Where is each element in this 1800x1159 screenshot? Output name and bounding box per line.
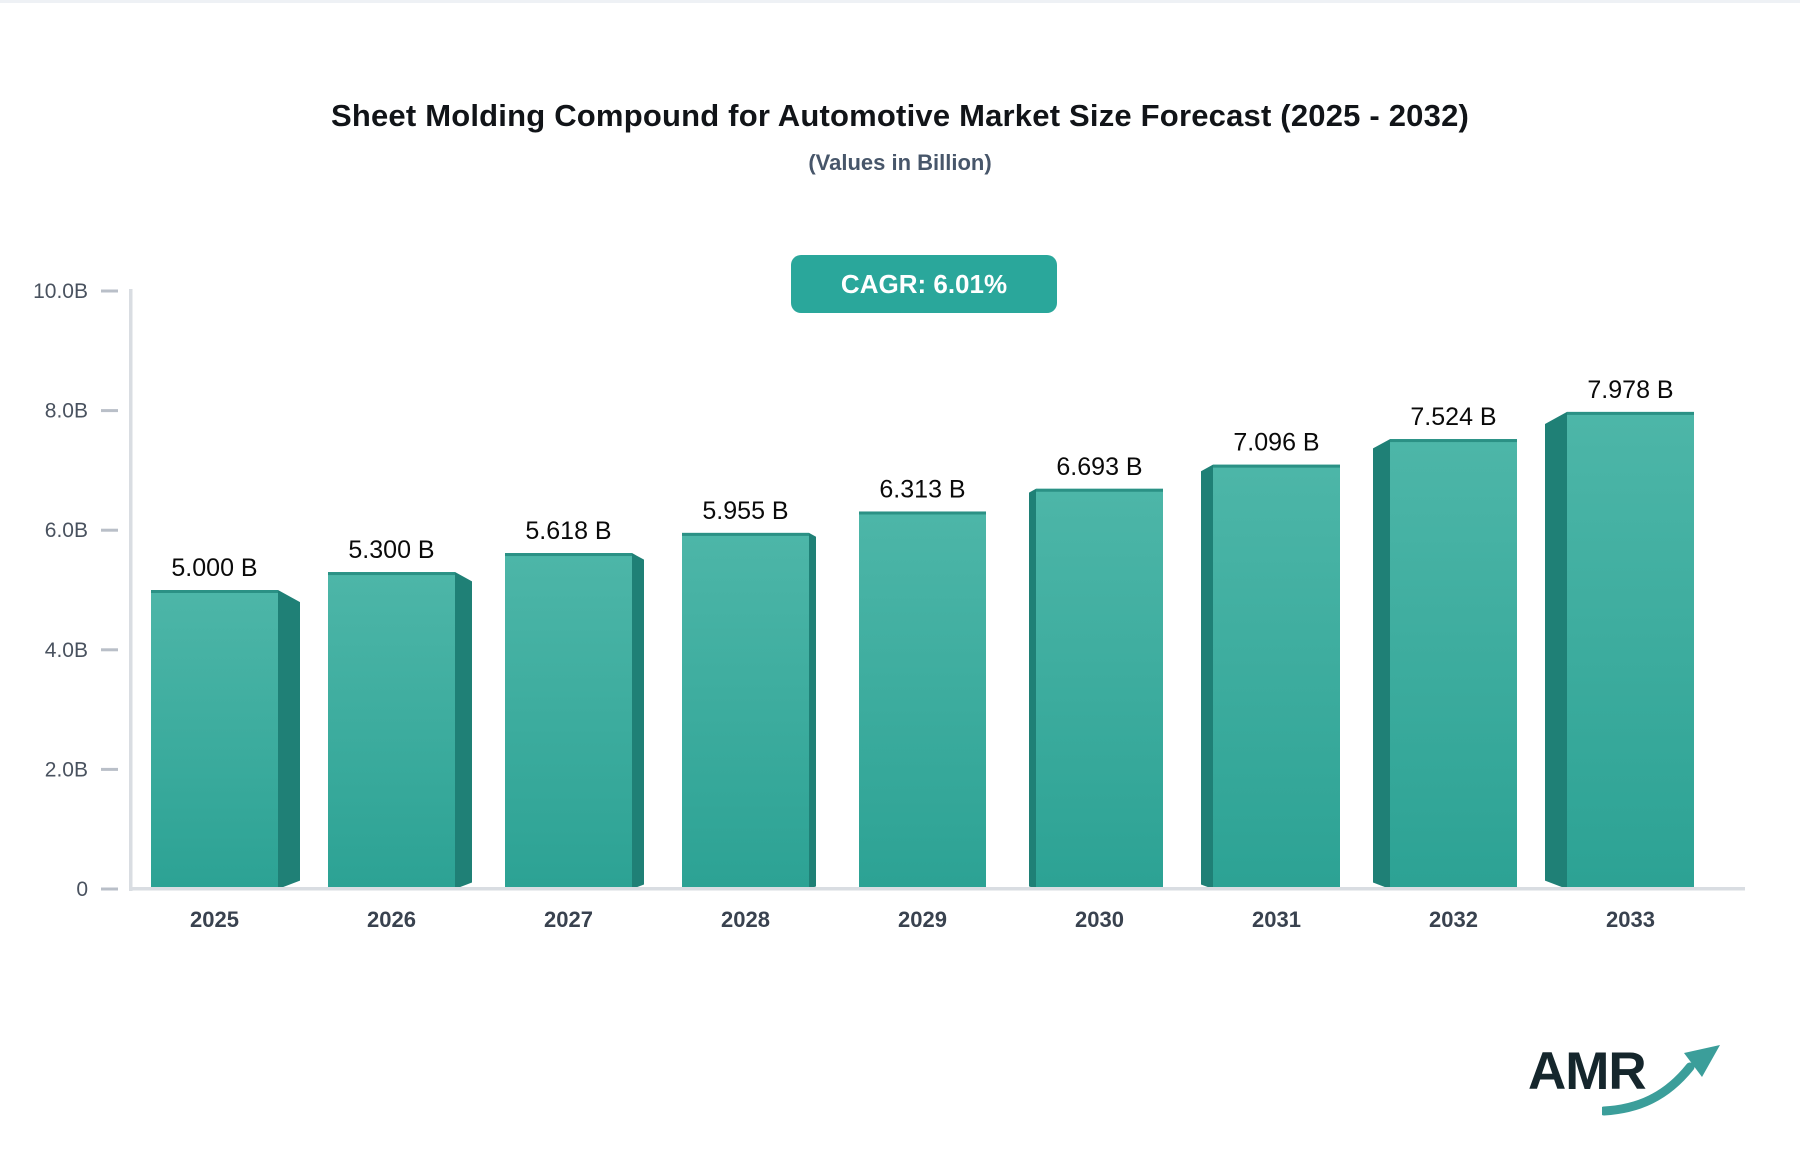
y-tick-mark [101, 887, 118, 891]
y-axis-label: 8.0B [45, 400, 88, 423]
bar-top-edge [1567, 411, 1694, 415]
bar-side-face [809, 532, 816, 889]
bar [1567, 411, 1694, 889]
y-axis-label: 4.0B [45, 639, 88, 662]
bar-value-label: 7.524 B [1410, 403, 1496, 431]
y-axis-label: 2.0B [45, 758, 88, 781]
y-tick-mark [101, 648, 118, 652]
bar-top-edge [328, 572, 455, 576]
x-axis-label: 2029 [898, 907, 947, 932]
bar-top-edge [1213, 464, 1340, 468]
bar [1036, 488, 1163, 889]
bar-side-face [632, 553, 644, 889]
bar-side-face [455, 572, 472, 889]
bar-value-label: 6.313 B [879, 475, 965, 503]
bar-top-edge [1390, 439, 1517, 443]
x-axis-label: 2033 [1606, 907, 1655, 932]
y-tick-mark [101, 528, 118, 532]
bar [151, 590, 278, 889]
bar [1390, 439, 1517, 889]
trending-up-arrow-icon [1602, 1045, 1720, 1116]
x-axis-label: 2025 [190, 907, 239, 932]
bar-value-label: 5.000 B [171, 554, 257, 582]
bar-top-edge [505, 553, 632, 557]
bar-value-label: 7.978 B [1587, 376, 1673, 404]
bar-value-label: 6.693 B [1056, 453, 1142, 481]
y-tick-mark [101, 409, 118, 413]
cagr-badge: CAGR: 6.01% [791, 255, 1057, 313]
amr-logo-text: AMR [1528, 1042, 1647, 1101]
x-axis-label: 2026 [367, 907, 416, 932]
bar-side-face [1029, 488, 1036, 889]
x-axis-line [129, 887, 1745, 891]
y-tick-mark [101, 767, 118, 771]
bar-side-face [278, 590, 300, 889]
chart-subtitle: (Values in Billion) [808, 150, 992, 175]
bar-top-edge [859, 511, 986, 515]
x-axis-label: 2028 [721, 907, 770, 932]
y-axis-label: 6.0B [45, 519, 88, 542]
x-axis-label: 2032 [1429, 907, 1478, 932]
bar [1213, 464, 1340, 889]
bar-chart: 10.0B 8.0B 6.0B 4.0B 2.0B 0 5.000 B 2025 5.300 B… [33, 280, 1745, 932]
bar-top-edge [682, 532, 809, 536]
x-axis-label: 2031 [1252, 907, 1301, 932]
y-axis-line [129, 289, 133, 891]
x-axis-label: 2027 [544, 907, 593, 932]
bar [505, 553, 632, 889]
y-axis-label: 0 [76, 878, 88, 901]
y-tick-mark [101, 289, 118, 293]
bar-top-edge [1036, 488, 1163, 492]
amr-logo: AMR [1528, 1041, 1738, 1121]
bar-value-label: 7.096 B [1233, 429, 1319, 457]
bar-side-face [1201, 464, 1213, 889]
bar [328, 572, 455, 889]
bar-value-label: 5.618 B [525, 517, 611, 545]
y-axis-label: 10.0B [33, 280, 88, 303]
bar-side-face [1545, 411, 1567, 889]
bar-side-face [1373, 439, 1390, 889]
bar [682, 532, 809, 889]
bar-top-edge [151, 590, 278, 593]
x-axis-label: 2030 [1075, 907, 1124, 932]
bar-value-label: 5.955 B [702, 497, 788, 525]
bar-value-label: 5.300 B [348, 536, 434, 564]
chart-title: Sheet Molding Compound for Automotive Ma… [330, 98, 1470, 133]
bar [859, 511, 986, 889]
